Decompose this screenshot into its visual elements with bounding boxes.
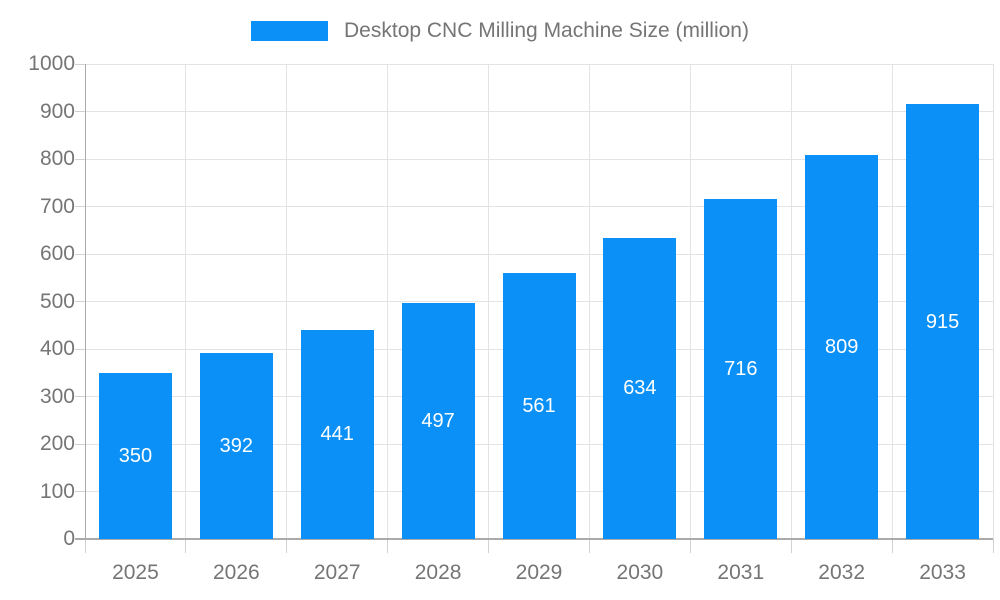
bar-value-label: 392: [219, 434, 254, 457]
x-axis-tick: [185, 539, 187, 553]
v-gridline: [588, 64, 590, 539]
x-axis-tick: [387, 539, 389, 553]
v-gridline: [790, 64, 792, 539]
x-axis-line: [75, 538, 993, 540]
y-axis-tick: [75, 348, 85, 350]
bar[interactable]: 809: [805, 154, 879, 539]
bar[interactable]: 441: [300, 329, 374, 539]
v-gridline: [992, 64, 994, 539]
x-axis-tick: [84, 539, 86, 553]
x-axis-label: 2031: [717, 561, 765, 584]
y-axis-tick: [75, 158, 85, 160]
bar[interactable]: 915: [906, 104, 980, 539]
bar-value-label: 809: [824, 335, 859, 358]
y-axis-tick: [75, 111, 85, 112]
h-gridline: [85, 253, 993, 255]
x-axis-label: 2030: [616, 561, 664, 584]
h-gridline: [85, 206, 993, 207]
v-gridline: [286, 64, 288, 539]
x-axis-label: 2032: [818, 561, 866, 584]
x-axis-label: 2033: [919, 561, 966, 584]
chart-legend[interactable]: Desktop CNC Milling Machine Size (millio…: [0, 18, 1000, 44]
bar-value-label: 915: [925, 310, 960, 333]
x-axis-label: 2026: [212, 561, 260, 584]
x-axis-tick: [689, 539, 691, 553]
y-axis-label: 300: [39, 384, 75, 408]
y-axis-tick: [75, 206, 85, 207]
x-axis-tick: [488, 539, 490, 553]
v-gridline: [689, 64, 691, 539]
bar-value-label: 497: [421, 409, 455, 432]
bar-value-label: 634: [623, 377, 657, 400]
y-axis-label: 500: [39, 289, 75, 313]
x-axis-tick: [588, 539, 590, 553]
y-axis-label: 400: [39, 337, 75, 360]
bar[interactable]: 634: [603, 237, 677, 539]
x-axis-label: 2029: [515, 561, 563, 584]
x-axis-tick: [992, 539, 994, 553]
h-gridline: [85, 111, 993, 112]
bar[interactable]: 716: [704, 198, 778, 539]
bar[interactable]: 497: [401, 302, 475, 539]
y-axis-label: 200: [39, 432, 75, 455]
y-axis-tick: [75, 443, 85, 445]
h-gridline: [85, 158, 993, 160]
y-axis-tick: [75, 63, 85, 65]
v-gridline: [185, 64, 187, 539]
y-axis-tick: [75, 253, 85, 255]
y-axis-label: 600: [39, 242, 75, 265]
x-axis-tick: [891, 539, 893, 553]
y-axis-tick: [75, 301, 85, 302]
y-axis-label: 700: [39, 194, 75, 218]
x-axis-tick: [286, 539, 288, 553]
bar-value-label: 561: [522, 394, 556, 417]
bar-value-label: 441: [320, 423, 354, 446]
y-axis-label: 1000: [28, 52, 75, 75]
legend-swatch: [251, 21, 329, 41]
bar-value-label: 716: [724, 357, 758, 380]
x-axis-label: 2027: [313, 561, 361, 584]
y-axis-label: 900: [39, 99, 75, 123]
x-axis-label: 2028: [414, 561, 462, 584]
v-gridline: [891, 64, 893, 539]
bar[interactable]: 561: [502, 272, 576, 539]
bar[interactable]: 350: [98, 372, 172, 539]
y-axis-tick: [75, 396, 85, 397]
bar-value-label: 350: [118, 444, 153, 467]
h-gridline: [85, 63, 993, 65]
x-axis-label: 2025: [112, 561, 159, 584]
y-axis-label: 0: [63, 527, 75, 550]
v-gridline: [387, 64, 389, 539]
y-axis-label: 100: [39, 479, 75, 503]
y-axis-line: [84, 64, 86, 539]
legend-label: Desktop CNC Milling Machine Size (millio…: [344, 19, 749, 42]
v-gridline: [488, 64, 490, 539]
y-axis-label: 800: [39, 147, 75, 170]
x-axis-tick: [790, 539, 792, 553]
y-axis-tick: [75, 491, 85, 492]
bar[interactable]: 392: [199, 352, 273, 539]
